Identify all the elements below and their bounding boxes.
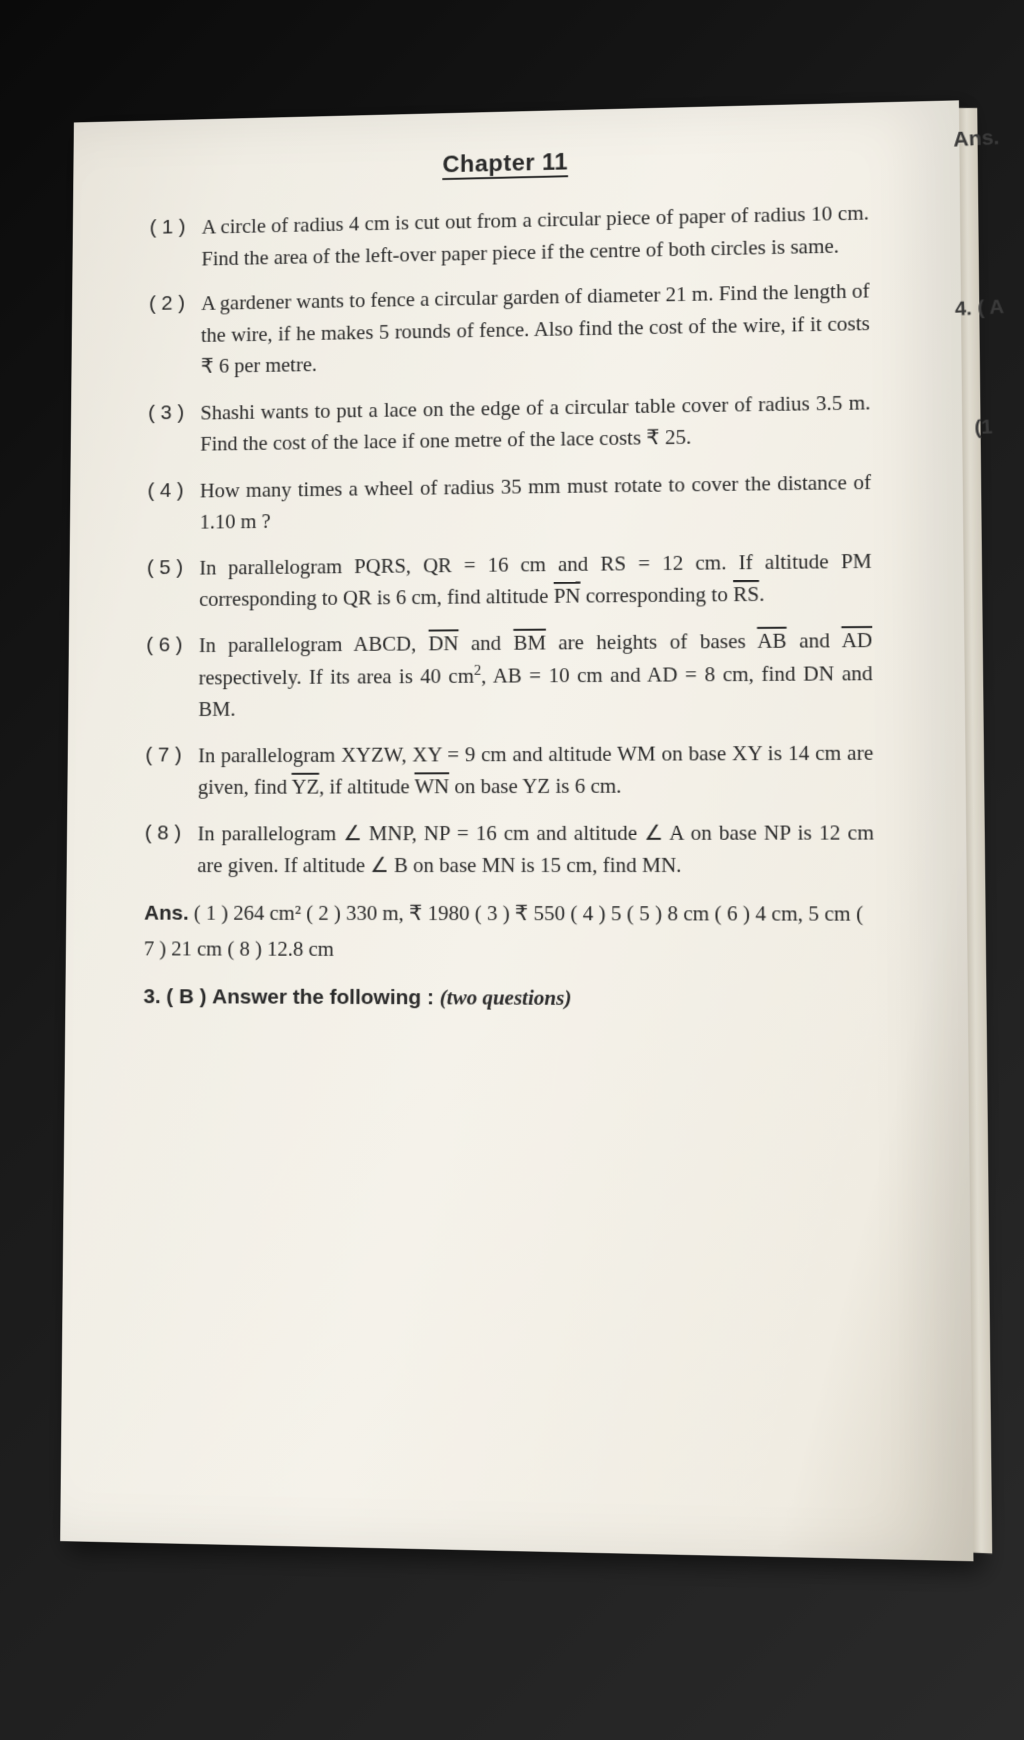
sub-q-num: 3. ( B ): [143, 985, 206, 1008]
question-item: ( 5 )In parallelogram PQRS, QR = 16 cm a…: [147, 545, 873, 616]
book-page: Ans. 4. ( A (1 Chapter 11 ( 1 )A circle …: [60, 100, 973, 1561]
question-body: Shashi wants to put a lace on the edge o…: [200, 386, 871, 461]
question-body: In parallelogram ABCD, DN and BM are hei…: [198, 624, 873, 725]
question-item: ( 1 )A circle of radius 4 cm is cut out …: [149, 197, 869, 275]
question-number: ( 1 ): [149, 212, 202, 276]
question-item: ( 4 )How many times a wheel of radius 35…: [147, 466, 871, 539]
question-body: In parallelogram ∠ MNP, NP = 16 cm and a…: [197, 816, 874, 882]
question-body: In parallelogram XYZW, XY = 9 cm and alt…: [198, 736, 874, 803]
sub-q-text: Answer the following :: [212, 986, 434, 1010]
question-body: In parallelogram PQRS, QR = 16 cm and RS…: [199, 545, 872, 616]
chapter-title: Chapter 11: [150, 142, 869, 186]
answers-label: Ans.: [144, 902, 189, 925]
question-number: ( 4 ): [147, 475, 200, 539]
question-number: ( 2 ): [148, 288, 201, 384]
question-item: ( 2 )A gardener wants to fence a circula…: [148, 275, 870, 384]
margin-ans: Ans.: [953, 126, 1000, 152]
question-body: A circle of radius 4 cm is cut out from …: [201, 197, 869, 274]
question-item: ( 7 )In parallelogram XYZW, XY = 9 cm an…: [145, 736, 874, 803]
question-number: ( 3 ): [148, 397, 201, 462]
question-item: ( 3 )Shashi wants to put a lace on the e…: [148, 386, 871, 462]
answers-items: ( 1 ) 264 cm² ( 2 ) 330 m, ₹ 1980 ( 3 ) …: [144, 901, 863, 961]
answers-block: Ans. ( 1 ) 264 cm² ( 2 ) 330 m, ₹ 1980 (…: [144, 896, 875, 969]
question-number: ( 8 ): [144, 817, 197, 881]
question-number: ( 7 ): [145, 739, 198, 803]
question-body: A gardener wants to fence a circular gar…: [201, 275, 871, 384]
sub-q-paren: (two questions): [440, 985, 572, 1010]
question-number: ( 5 ): [147, 552, 200, 616]
question-body: How many times a wheel of radius 35 mm m…: [200, 466, 872, 538]
question-number: ( 6 ): [146, 629, 199, 725]
question-item: ( 8 )In parallelogram ∠ MNP, NP = 16 cm …: [144, 816, 874, 882]
margin-1: (1: [974, 416, 993, 440]
question-item: ( 6 )In parallelogram ABCD, DN and BM ar…: [146, 624, 873, 726]
margin-4a: 4. ( A: [954, 296, 1004, 321]
sub-question: 3. ( B ) Answer the following : (two que…: [143, 984, 875, 1012]
questions-list: ( 1 )A circle of radius 4 cm is cut out …: [144, 197, 874, 882]
